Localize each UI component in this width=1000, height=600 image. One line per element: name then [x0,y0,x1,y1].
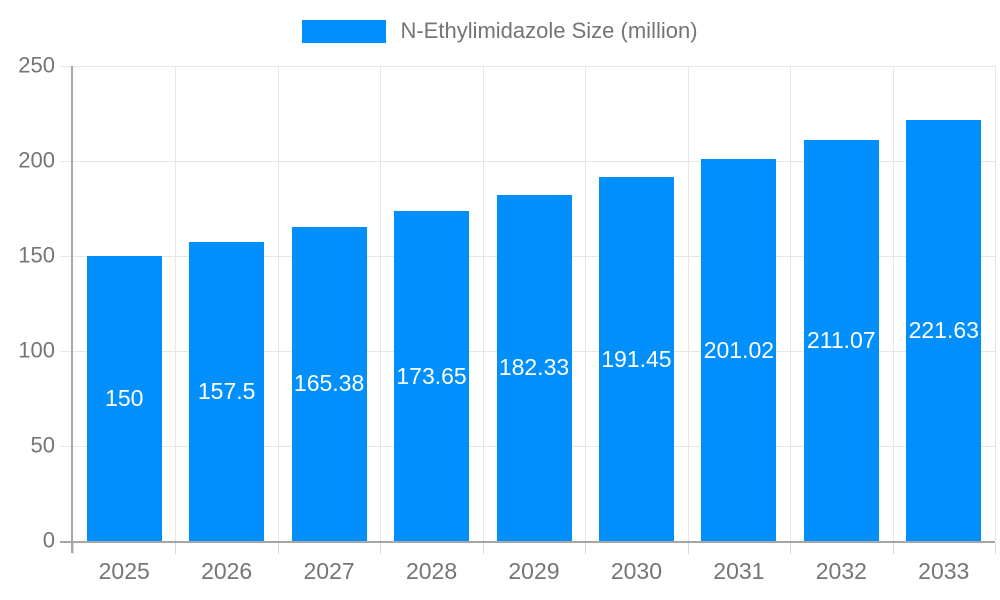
y-axis-tick-label: 0 [42,527,55,553]
gridline-vertical [380,66,382,541]
y-axis-tick [60,256,73,257]
gridline-vertical [995,66,996,541]
y-axis-tick [60,351,73,352]
x-axis-tick [892,543,894,554]
gridline-vertical [277,66,279,541]
x-axis-tick [585,543,587,554]
bar[interactable]: 165.38 [291,226,367,541]
bar-value-label: 211.07 [807,326,876,353]
x-axis-tick [790,543,792,554]
bar-value-label: 173.65 [396,362,467,389]
bar[interactable]: 201.02 [701,159,777,541]
x-axis-category-label: 2029 [508,558,560,584]
y-axis-tick-label: 100 [18,337,55,363]
x-axis-tick [175,543,177,554]
bar[interactable]: 182.33 [496,194,572,541]
x-axis-tick [73,543,74,554]
bar[interactable]: 221.63 [906,119,982,541]
gridline-vertical [892,66,894,541]
y-axis-line [71,66,73,553]
bar-value-label: 150 [105,385,144,411]
bar[interactable]: 173.65 [394,211,470,541]
x-axis-category-label: 2026 [201,558,253,584]
gridline-vertical [687,66,689,541]
gridline-vertical [790,66,792,541]
y-axis-tick [60,66,73,67]
gridline-vertical [175,66,177,541]
bar-value-label: 191.45 [601,345,672,372]
y-axis-tick-label: 150 [18,242,55,268]
x-axis-tick [380,543,382,554]
x-axis-category-label: 2025 [98,558,150,584]
bar-value-label: 165.38 [293,370,365,397]
x-axis-category-label: 2030 [610,558,663,584]
bar[interactable]: 211.07 [803,139,879,541]
plot-area: 0 50 100 150 200 250 150 2025 157.5 2026 165.38 202… [18,54,996,583]
bar[interactable]: 191.45 [598,177,674,541]
gridline-vertical [585,66,587,541]
x-axis-category-label: 2031 [713,558,765,584]
gridline-horizontal [73,66,995,67]
x-axis-category-label: 2027 [303,558,355,584]
bar-value-label: 221.63 [908,316,979,343]
x-axis-category-label: 2028 [405,558,458,584]
gridline-horizontal [73,161,995,162]
x-axis-tick [277,543,279,554]
legend-swatch [302,19,387,43]
x-axis-line [60,541,995,543]
x-axis-category-label: 2033 [918,558,970,584]
gridline-vertical [482,66,484,541]
x-axis-tick [687,543,689,554]
bar[interactable]: 150 [86,256,162,541]
bar-value-label: 157.5 [197,377,256,404]
y-axis-tick [60,161,73,162]
x-axis-tick [995,543,996,554]
y-axis-tick [60,446,73,447]
y-axis-tick-label: 50 [30,432,55,458]
x-axis-category-label: 2032 [815,558,867,584]
y-axis-tick-label: 200 [18,147,55,173]
bar-value-label: 201.02 [703,336,775,363]
bar[interactable]: 157.5 [189,241,265,541]
y-axis-tick-label: 250 [18,52,55,78]
legend-label: N-Ethylimidazole Size (million) [400,18,698,43]
x-axis-tick [482,543,484,554]
chart-legend[interactable]: N-Ethylimidazole Size (million) [0,18,1000,44]
bar-value-label: 182.33 [498,354,570,381]
